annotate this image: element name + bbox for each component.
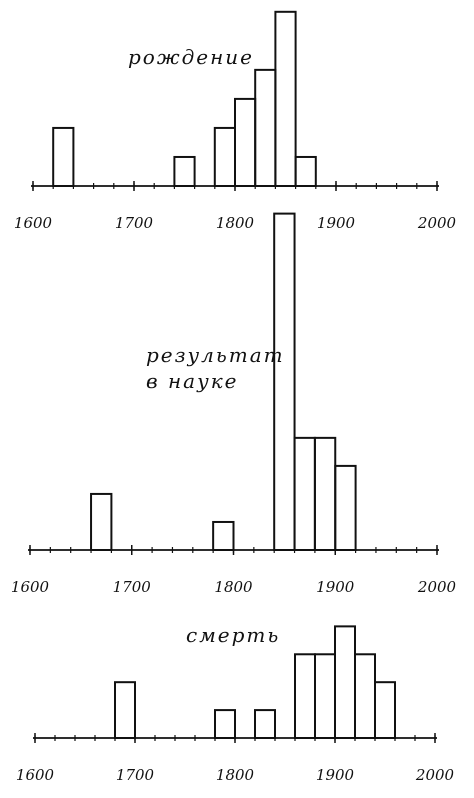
x-tick-label: 2000 — [417, 578, 457, 596]
histogram-bar — [254, 68, 277, 187]
x-tick-label: 1700 — [116, 766, 155, 784]
x-tick-label: 1900 — [316, 578, 355, 596]
histogram-bar — [214, 709, 236, 739]
histogram-bar — [114, 681, 136, 739]
histogram-bar — [294, 653, 316, 739]
histogram-bar — [354, 653, 376, 739]
x-tick-label: 1800 — [216, 214, 255, 232]
histogram-bar — [274, 10, 297, 187]
x-tick-label: 2000 — [417, 214, 457, 232]
histogram-bar — [294, 155, 317, 187]
histogram-bar — [90, 492, 113, 551]
histogram-bar — [173, 155, 196, 187]
x-tick-label: 1600 — [14, 214, 53, 232]
x-tick-label: 1700 — [115, 214, 154, 232]
histogram-bar — [314, 653, 336, 739]
x-tick-label: 1700 — [113, 578, 152, 596]
histogram-bar — [254, 709, 276, 739]
x-tick-label: 2000 — [415, 766, 455, 784]
histogram-bar — [374, 681, 396, 739]
x-tick-label: 1600 — [16, 766, 55, 784]
histogram-bar — [234, 97, 257, 187]
chart-title: смерть — [186, 623, 281, 647]
histogram-bar — [313, 436, 337, 552]
x-tick-label: 1900 — [316, 766, 355, 784]
x-tick-label: 1600 — [11, 578, 50, 596]
histogram-bar — [213, 126, 237, 188]
histogram-bar — [52, 126, 75, 188]
x-tick-label: 1800 — [216, 766, 255, 784]
histogram-bar — [212, 520, 235, 552]
histogram-bar — [334, 464, 357, 551]
x-tick-label: 1800 — [214, 578, 253, 596]
histogram-bar — [273, 212, 296, 551]
histogram-bar — [334, 625, 356, 739]
chart-title: рождение — [128, 45, 254, 69]
histogram-bar — [293, 436, 316, 552]
x-tick-label: 1900 — [317, 214, 356, 232]
chart-title: результат в науке — [146, 343, 285, 393]
